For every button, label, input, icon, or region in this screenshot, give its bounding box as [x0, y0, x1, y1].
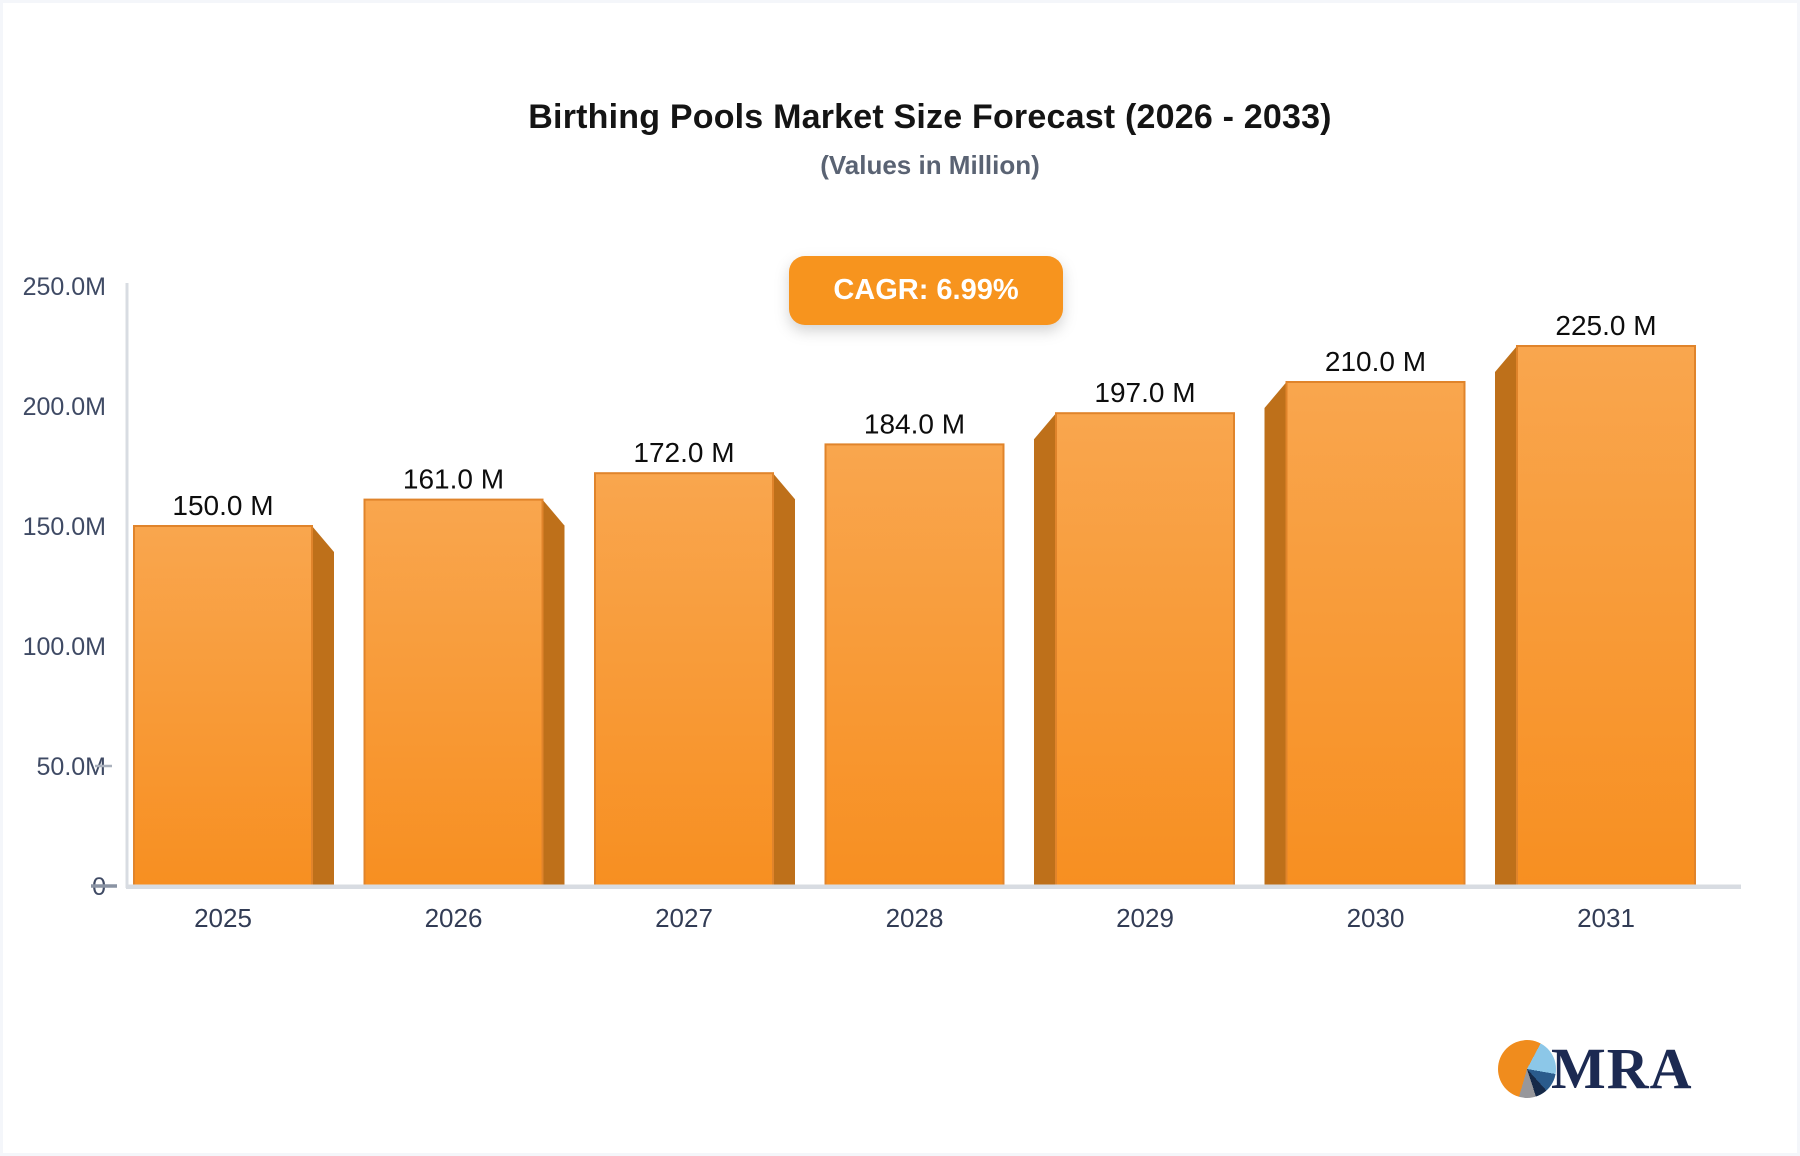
bar-face	[1285, 381, 1466, 887]
bar[interactable]: 210.0 M	[1264, 346, 1466, 887]
bar[interactable]: 172.0 M	[594, 437, 795, 887]
x-tick-label: 2026	[425, 903, 483, 933]
y-tick-label: 250.0M	[23, 273, 106, 301]
bar-value-label: 210.0 M	[1325, 346, 1426, 377]
bar-face	[1055, 412, 1235, 887]
bar-side	[542, 499, 565, 886]
bar-side	[1495, 346, 1517, 886]
logo-text: MRA	[1551, 1036, 1693, 1101]
x-axis-line	[126, 884, 1741, 889]
bar[interactable]: 225.0 M	[1495, 310, 1696, 887]
y-tick-label: 50.0M	[37, 753, 106, 781]
y-tick-label: 200.0M	[23, 393, 106, 421]
bar-face	[1516, 345, 1696, 887]
bar-value-label: 150.0 M	[172, 490, 273, 521]
bar-value-label: 172.0 M	[633, 437, 734, 468]
logo-pie-icon	[1498, 1040, 1556, 1098]
bar-value-label: 197.0 M	[1094, 377, 1195, 408]
x-tick-label: 2029	[1116, 903, 1174, 933]
cagr-badge: CAGR: 6.99%	[789, 256, 1063, 325]
x-tick-label: 2025	[194, 903, 252, 933]
bar-side	[1264, 382, 1287, 886]
y-tick-label: 100.0M	[23, 633, 106, 661]
bar[interactable]: 184.0 M	[824, 408, 1005, 887]
bar-face	[594, 472, 774, 887]
chart-subtitle: (Values in Million)	[820, 150, 1040, 180]
logo[interactable]: MRA	[1498, 1038, 1693, 1100]
bar[interactable]: 150.0 M	[133, 490, 334, 887]
x-tick-label: 2031	[1577, 903, 1635, 933]
bar[interactable]: 197.0 M	[1034, 377, 1235, 887]
bar-value-label: 184.0 M	[864, 408, 965, 439]
bar-face	[133, 525, 313, 887]
bar-side	[1034, 413, 1056, 886]
bar-side	[773, 473, 795, 886]
x-tick-label: 2030	[1347, 903, 1405, 933]
bar-value-label: 225.0 M	[1555, 310, 1656, 341]
bar[interactable]: 161.0 M	[363, 464, 565, 887]
bar-face	[824, 443, 1005, 887]
bar-value-label: 161.0 M	[403, 464, 504, 495]
bar-face	[363, 498, 544, 887]
bar-side	[312, 526, 334, 886]
chart-title: Birthing Pools Market Size Forecast (202…	[528, 98, 1332, 136]
x-tick-label: 2027	[655, 903, 713, 933]
x-tick-label: 2028	[886, 903, 944, 933]
y-tick-label: 150.0M	[23, 513, 106, 541]
